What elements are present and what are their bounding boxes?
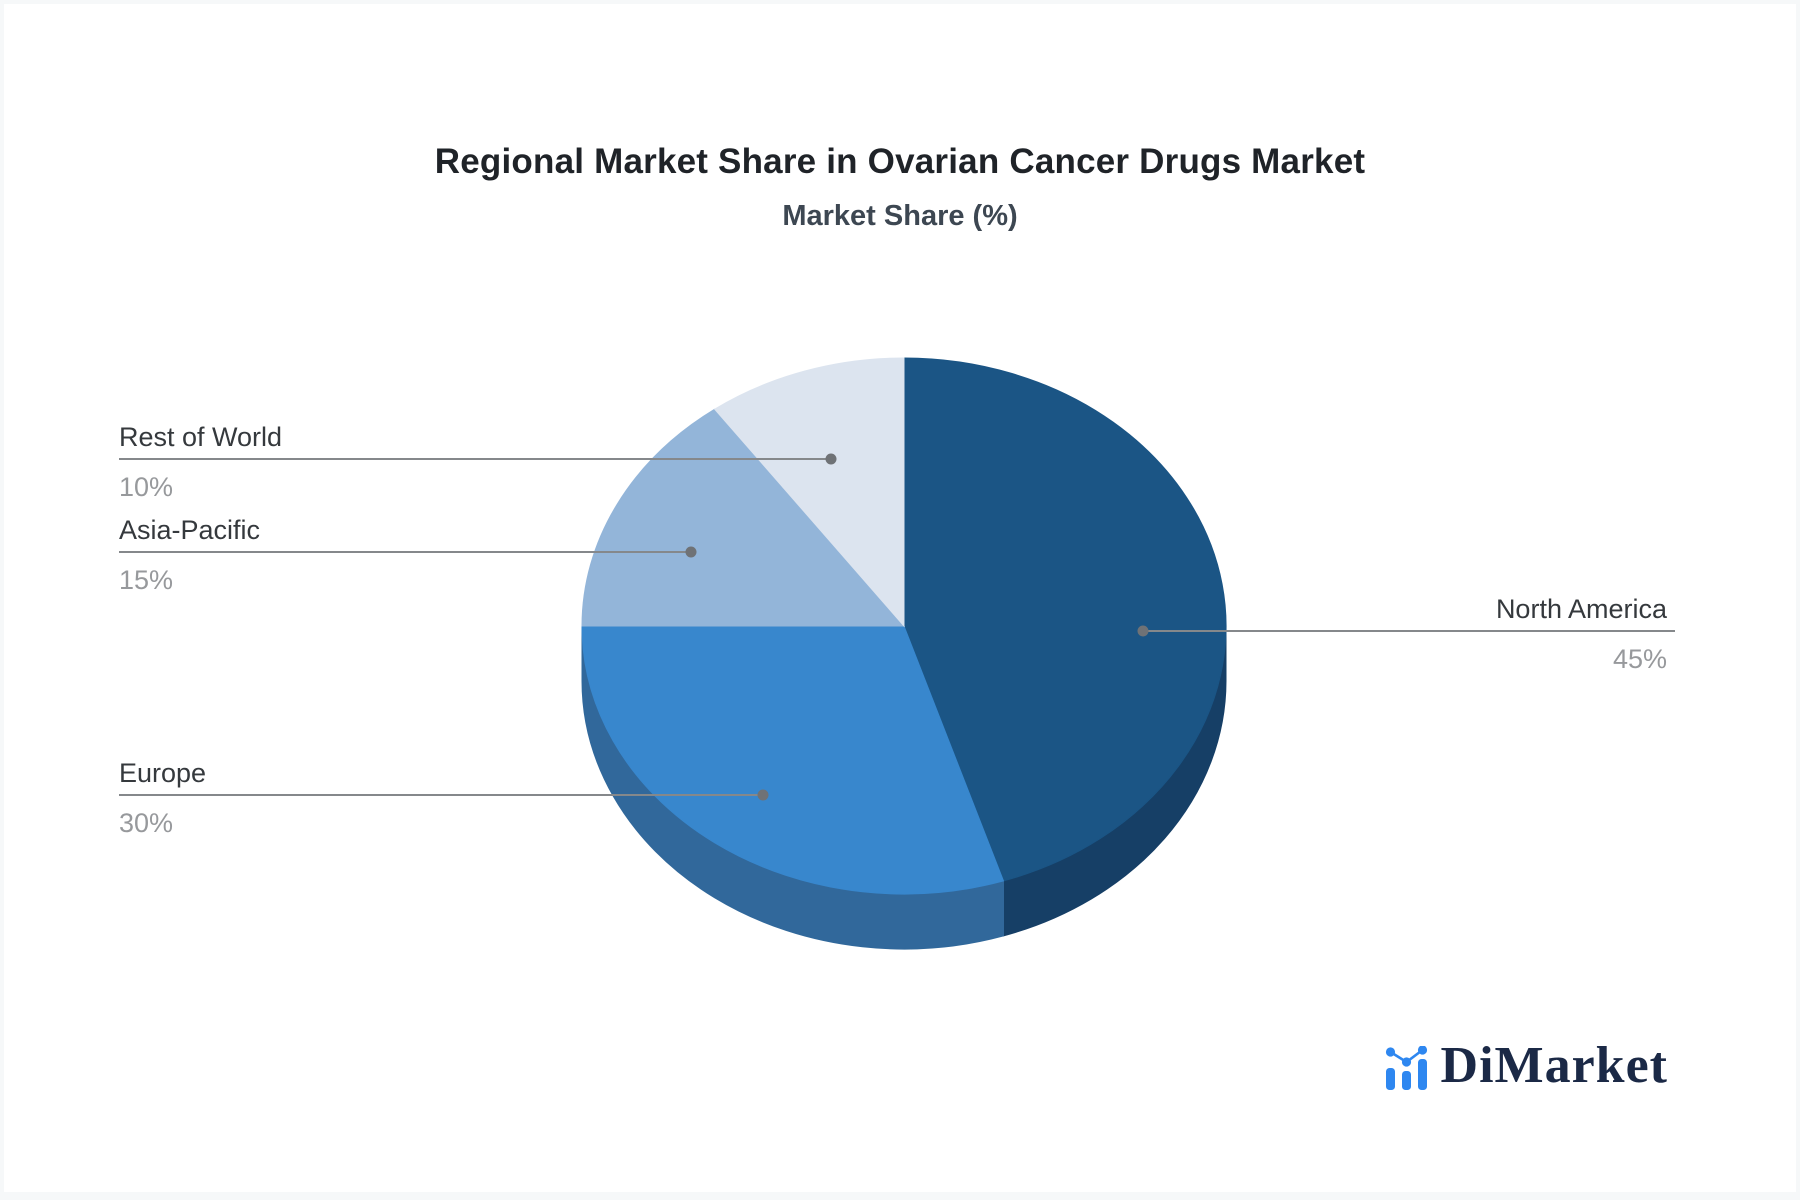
callout-europe: Europe 30% [119,755,206,841]
leader-dot-north-america [1137,625,1149,637]
callout-value: 45% [1612,644,1667,674]
chart-title: Regional Market Share in Ovarian Cancer … [434,142,1366,181]
leader-dot-europe [757,789,769,801]
callout-value: 10% [119,472,174,502]
callout-asia-pacific: Asia-Pacific 15% [119,512,260,598]
leader-dot-asia-pacific [685,546,697,558]
brand-name: DiMarket [1440,1037,1668,1094]
pie-slice-rest-of-world [713,357,905,628]
pie-slice-asia-pacific [581,408,906,627]
callout-rest-of-world: Rest of World 10% [119,419,282,505]
callout-value: 30% [119,808,174,838]
pie-slice-north-america [903,357,1227,882]
pie-chart [119,357,1675,950]
callout-label: North America [1495,594,1667,624]
callout-label: Rest of World [119,422,283,452]
callout-north-america: North America 45% [1496,591,1667,677]
callout-label: Asia-Pacific [119,515,261,545]
pie-slice-europe [581,625,1005,895]
callout-value: 15% [119,565,174,595]
bar-chart-logo-icon [1385,1046,1427,1090]
chart-subtitle: Market Share (%) [782,200,1018,232]
callout-label: Europe [119,758,207,788]
dimarket-logo: DiMarket [1383,1038,1668,1094]
leader-dot-rest-of-world [825,453,837,465]
